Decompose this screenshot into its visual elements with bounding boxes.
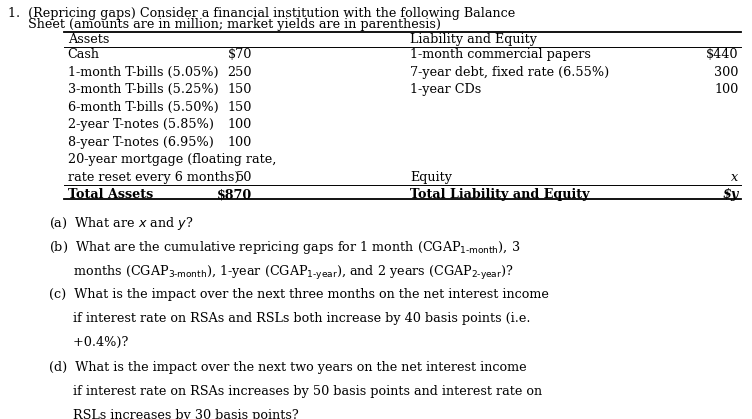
Text: $440: $440 xyxy=(706,48,738,61)
Text: if interest rate on RSAs and RSLs both increase by 40 basis points (i.e.: if interest rate on RSAs and RSLs both i… xyxy=(49,312,530,325)
Text: $y: $y xyxy=(722,189,738,202)
Text: x: x xyxy=(731,171,738,184)
Text: 50: 50 xyxy=(235,171,252,184)
Text: 100: 100 xyxy=(228,136,252,149)
Text: 100: 100 xyxy=(228,118,252,131)
Text: 150: 150 xyxy=(228,101,252,114)
Text: 3-month T-bills (5.25%): 3-month T-bills (5.25%) xyxy=(68,83,218,96)
Text: 8-year T-notes (6.95%): 8-year T-notes (6.95%) xyxy=(68,136,214,149)
Text: +0.4%)?: +0.4%)? xyxy=(49,336,129,349)
Text: (c)  What is the impact over the next three months on the net interest income: (c) What is the impact over the next thr… xyxy=(49,288,549,301)
Text: (b)  What are the cumulative repricing gaps for 1 month (CGAP$_{1\text{-month}}$: (b) What are the cumulative repricing ga… xyxy=(49,239,520,256)
Text: if interest rate on RSAs increases by 50 basis points and interest rate on: if interest rate on RSAs increases by 50… xyxy=(49,385,542,398)
Text: (a)  What are $x$ and $y$?: (a) What are $x$ and $y$? xyxy=(49,215,193,232)
Text: 2-year T-notes (5.85%): 2-year T-notes (5.85%) xyxy=(68,118,214,131)
Text: Cash: Cash xyxy=(68,48,100,61)
Text: 300: 300 xyxy=(714,66,738,79)
Text: 1-year CDs: 1-year CDs xyxy=(410,83,481,96)
Text: Equity: Equity xyxy=(410,171,452,184)
Text: Total Assets: Total Assets xyxy=(68,189,153,202)
Text: 100: 100 xyxy=(714,83,738,96)
Text: $70: $70 xyxy=(228,48,252,61)
Text: 7-year debt, fixed rate (6.55%): 7-year debt, fixed rate (6.55%) xyxy=(410,66,609,79)
Text: $870: $870 xyxy=(217,189,252,202)
Text: Liability and Equity: Liability and Equity xyxy=(410,34,537,47)
Text: (d)  What is the impact over the next two years on the net interest income: (d) What is the impact over the next two… xyxy=(49,360,526,374)
Text: Sheet (amounts are in million; market yields are in parenthesis): Sheet (amounts are in million; market yi… xyxy=(8,18,441,31)
Text: 150: 150 xyxy=(228,83,252,96)
Text: 1.  (Repricing gaps) Consider a financial institution with the following Balance: 1. (Repricing gaps) Consider a financial… xyxy=(8,8,515,21)
Text: 6-month T-bills (5.50%): 6-month T-bills (5.50%) xyxy=(68,101,218,114)
Text: months (CGAP$_{3\text{-month}}$), 1-year (CGAP$_{1\text{-year}}$), and 2 years (: months (CGAP$_{3\text{-month}}$), 1-year… xyxy=(49,264,514,282)
Text: 1-month T-bills (5.05%): 1-month T-bills (5.05%) xyxy=(68,66,218,79)
Text: rate reset every 6 months): rate reset every 6 months) xyxy=(68,171,239,184)
Text: Total Liability and Equity: Total Liability and Equity xyxy=(410,189,590,202)
Text: 1-month commercial papers: 1-month commercial papers xyxy=(410,48,591,61)
Text: RSLs increases by 30 basis points?: RSLs increases by 30 basis points? xyxy=(49,409,299,419)
Text: 20-year mortgage (floating rate,: 20-year mortgage (floating rate, xyxy=(68,153,276,166)
Text: 250: 250 xyxy=(227,66,252,79)
Text: Assets: Assets xyxy=(68,34,109,47)
